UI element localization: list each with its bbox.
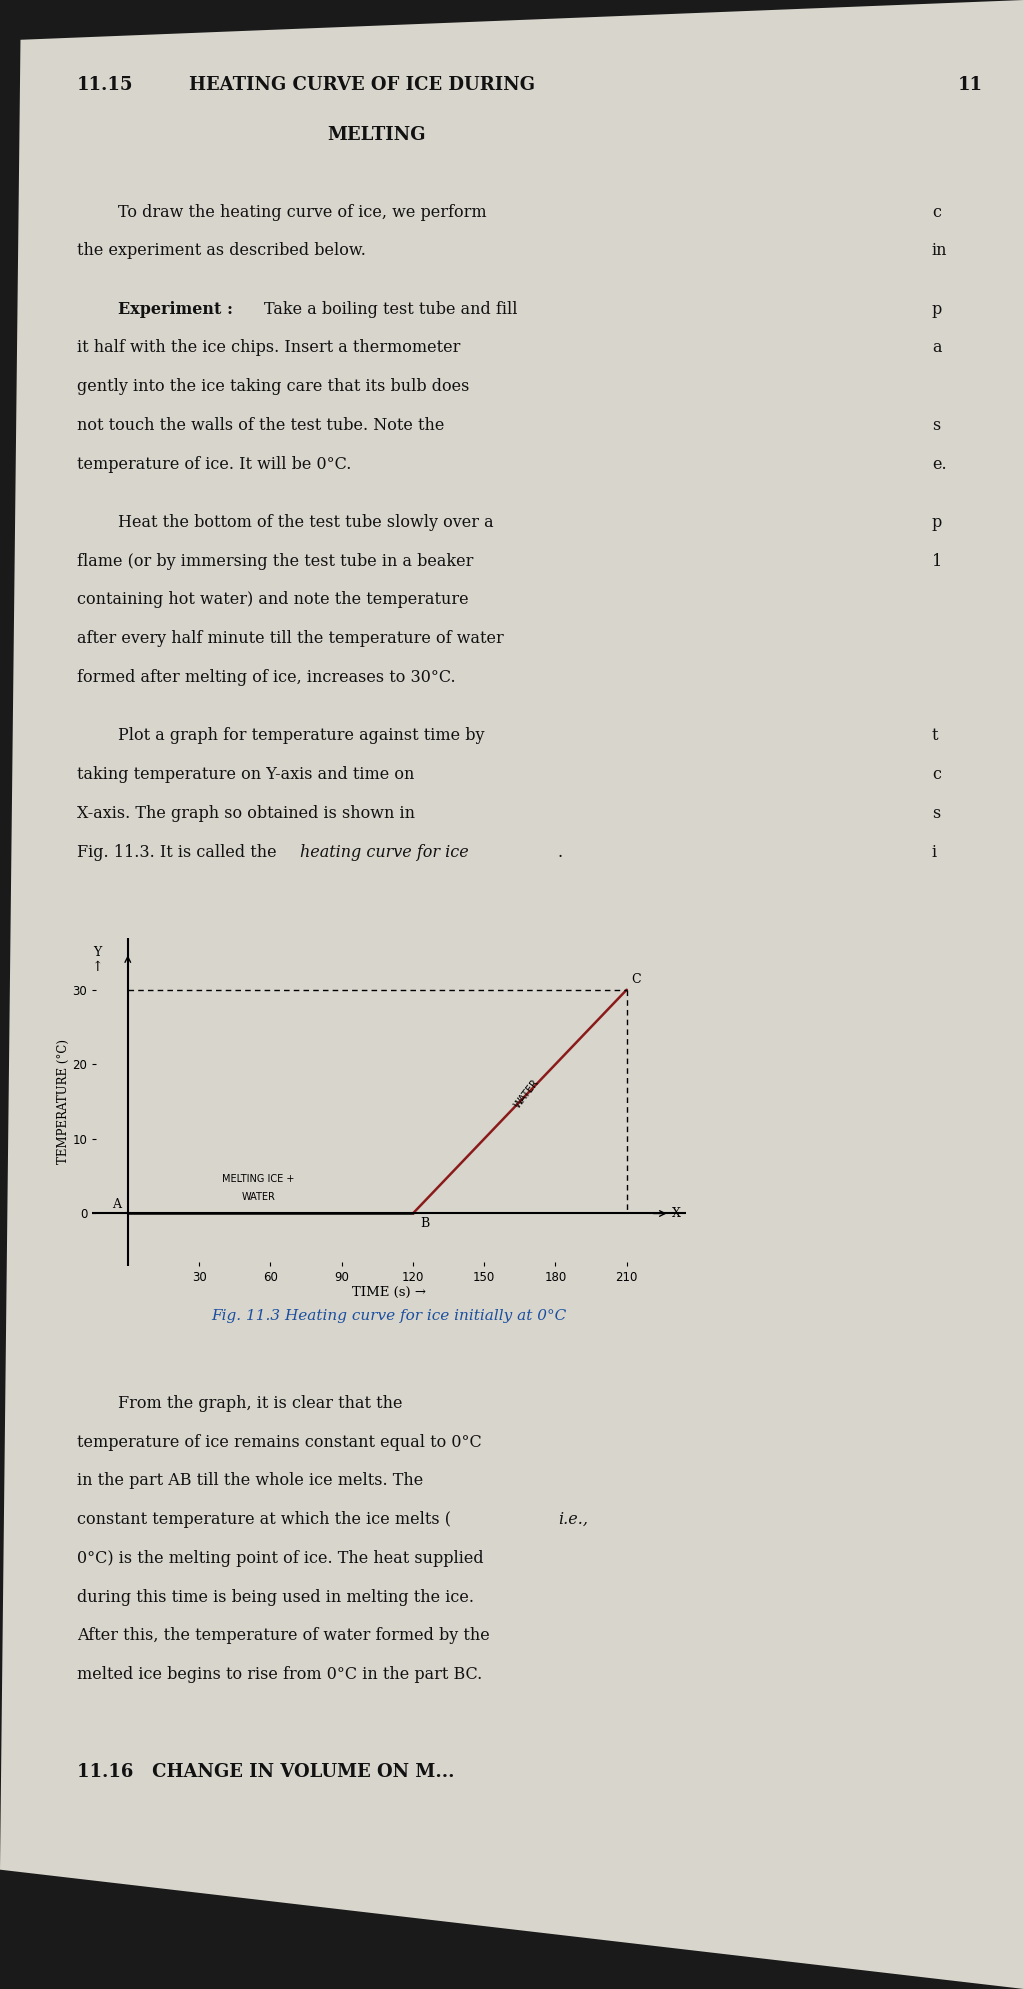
Text: Experiment :: Experiment : (118, 300, 232, 318)
Text: a: a (932, 340, 941, 356)
Text: in: in (932, 243, 947, 259)
Text: melted ice begins to rise from 0°C in the part BC.: melted ice begins to rise from 0°C in th… (77, 1667, 482, 1683)
Text: during this time is being used in melting the ice.: during this time is being used in meltin… (77, 1589, 474, 1605)
Text: WATER: WATER (242, 1191, 275, 1201)
Text: MELTING ICE +: MELTING ICE + (222, 1174, 295, 1183)
Text: After this, the temperature of water formed by the: After this, the temperature of water for… (77, 1627, 489, 1645)
Text: From the graph, it is clear that the: From the graph, it is clear that the (118, 1394, 402, 1412)
Text: Take a boiling test tube and fill: Take a boiling test tube and fill (264, 300, 518, 318)
Text: Y: Y (93, 947, 101, 959)
Text: ↑: ↑ (91, 961, 102, 975)
Text: containing hot water) and note the temperature: containing hot water) and note the tempe… (77, 591, 468, 609)
Text: B: B (420, 1217, 429, 1231)
Text: constant temperature at which the ice melts (: constant temperature at which the ice me… (77, 1512, 451, 1528)
Text: X-axis. The graph so obtained is shown in: X-axis. The graph so obtained is shown i… (77, 806, 415, 821)
Text: temperature of ice remains constant equal to 0°C: temperature of ice remains constant equa… (77, 1434, 481, 1450)
Text: gently into the ice taking care that its bulb does: gently into the ice taking care that its… (77, 378, 469, 396)
Text: c: c (932, 203, 941, 221)
Text: To draw the heating curve of ice, we perform: To draw the heating curve of ice, we per… (118, 203, 486, 221)
Text: p: p (932, 513, 942, 531)
Text: s: s (932, 418, 940, 434)
Text: HEATING CURVE OF ICE DURING: HEATING CURVE OF ICE DURING (189, 76, 536, 93)
Text: .: . (557, 843, 562, 861)
Text: t: t (932, 728, 938, 744)
Text: 1: 1 (932, 553, 942, 569)
Text: X: X (672, 1207, 681, 1219)
Text: MELTING: MELTING (328, 125, 426, 143)
Text: 11.16   CHANGE IN VOLUME ON M...: 11.16 CHANGE IN VOLUME ON M... (77, 1762, 455, 1782)
Text: flame (or by immersing the test tube in a beaker: flame (or by immersing the test tube in … (77, 553, 473, 569)
Text: after every half minute till the temperature of water: after every half minute till the tempera… (77, 631, 504, 646)
X-axis label: TIME (s) →: TIME (s) → (352, 1287, 426, 1299)
Text: in the part AB till the whole ice melts. The: in the part AB till the whole ice melts.… (77, 1472, 423, 1490)
Text: heating curve for ice: heating curve for ice (300, 843, 469, 861)
Text: e.: e. (932, 455, 946, 473)
Text: Plot a graph for temperature against time by: Plot a graph for temperature against tim… (118, 728, 484, 744)
Text: formed after melting of ice, increases to 30°C.: formed after melting of ice, increases t… (77, 668, 456, 686)
Text: s: s (932, 806, 940, 821)
Text: it half with the ice chips. Insert a thermometer: it half with the ice chips. Insert a the… (77, 340, 460, 356)
Text: Heat the bottom of the test tube slowly over a: Heat the bottom of the test tube slowly … (118, 513, 494, 531)
Text: i.e.,: i.e., (558, 1512, 588, 1528)
Text: i: i (932, 843, 937, 861)
Text: C: C (632, 973, 641, 987)
Y-axis label: TEMPERATURE (°C): TEMPERATURE (°C) (56, 1038, 70, 1164)
Text: WATER: WATER (513, 1078, 542, 1110)
Text: temperature of ice. It will be 0°C.: temperature of ice. It will be 0°C. (77, 455, 351, 473)
Text: A: A (112, 1197, 121, 1211)
Text: the experiment as described below.: the experiment as described below. (77, 243, 366, 259)
Text: p: p (932, 300, 942, 318)
Text: taking temperature on Y-axis and time on: taking temperature on Y-axis and time on (77, 766, 414, 784)
Text: not touch the walls of the test tube. Note the: not touch the walls of the test tube. No… (77, 418, 444, 434)
Text: Fig. 11.3. It is called the: Fig. 11.3. It is called the (77, 843, 282, 861)
Text: 11.15: 11.15 (77, 76, 133, 93)
Text: c: c (932, 766, 941, 784)
Text: 0°C) is the melting point of ice. The heat supplied: 0°C) is the melting point of ice. The he… (77, 1549, 483, 1567)
Text: 11: 11 (957, 76, 982, 93)
Text: Fig. 11.3 Heating curve for ice initially at 0°C: Fig. 11.3 Heating curve for ice initiall… (212, 1309, 566, 1323)
